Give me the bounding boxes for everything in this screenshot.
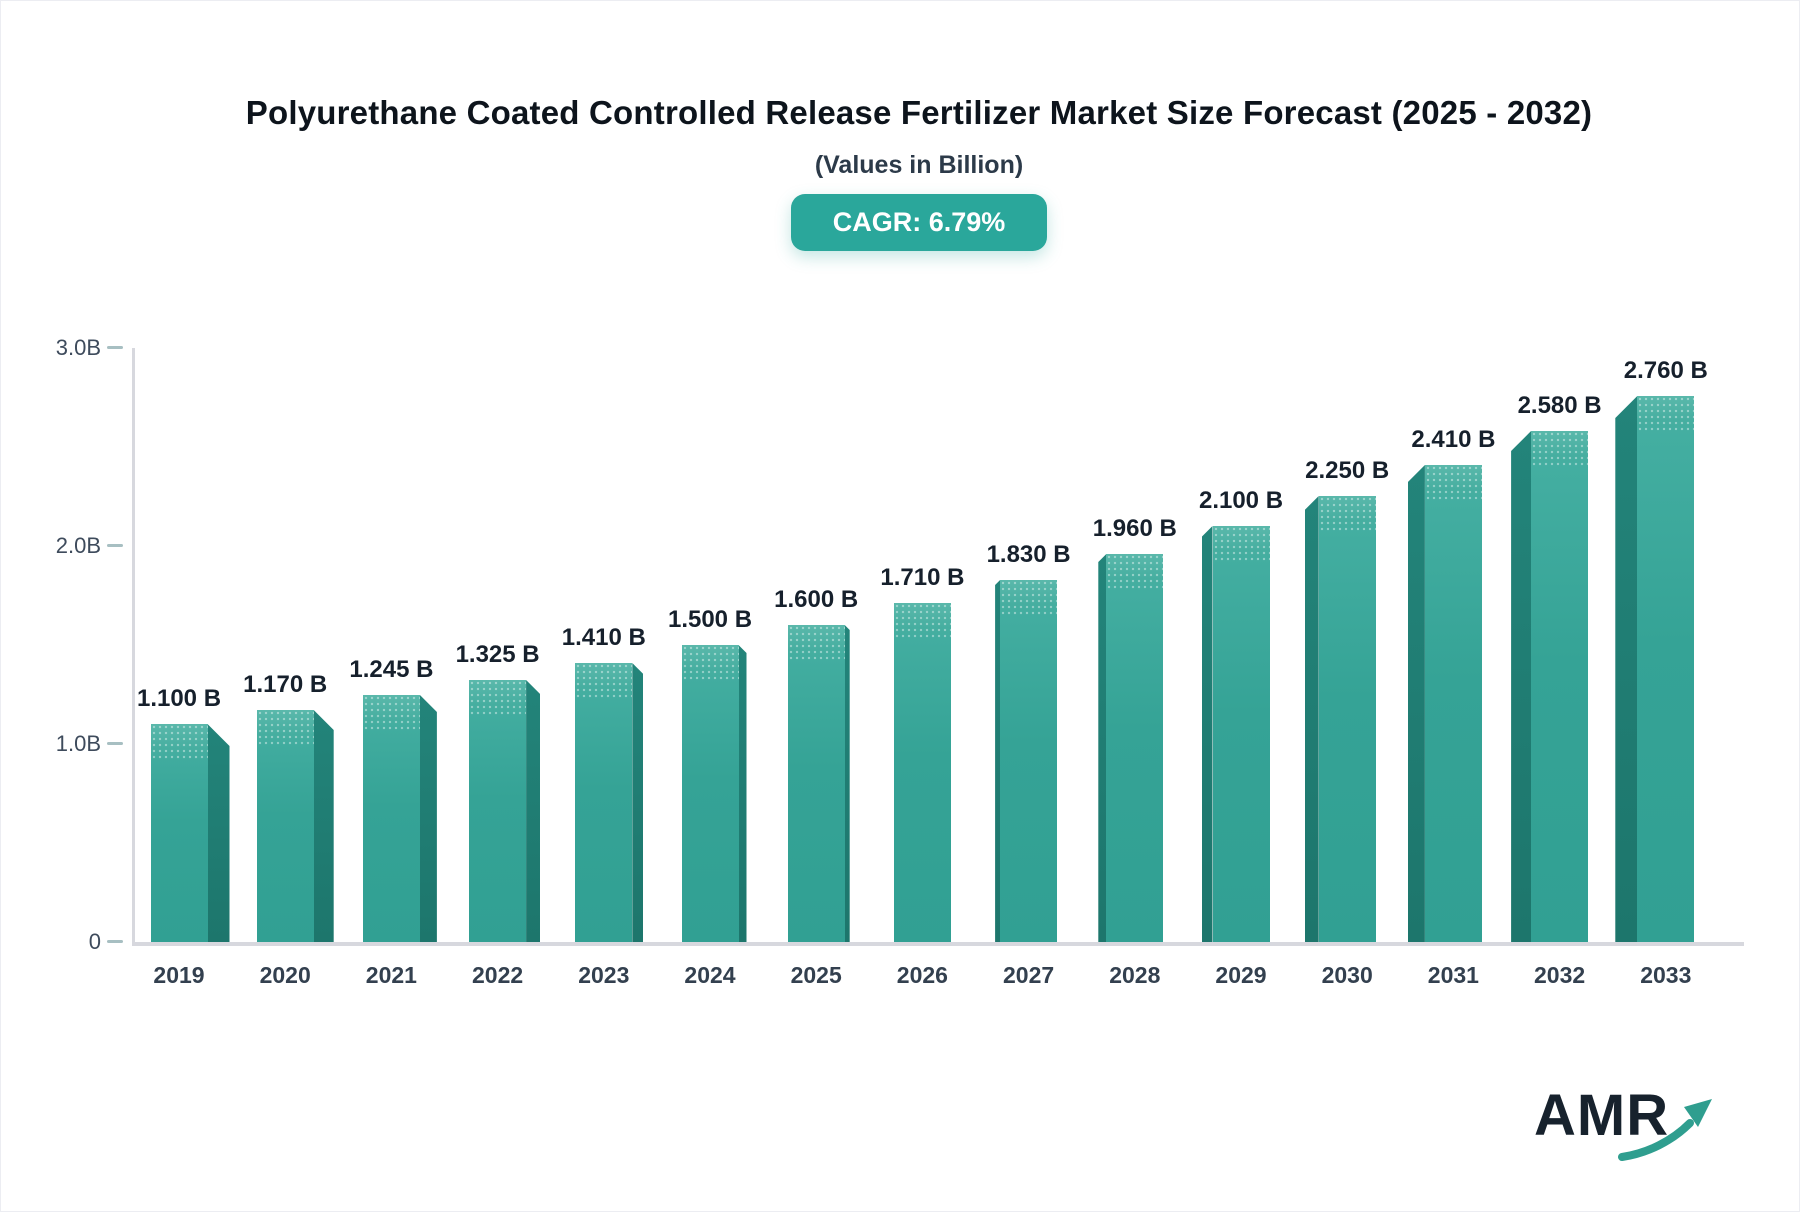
bar-top-texture <box>681 645 739 681</box>
bar-top-texture <box>150 724 208 760</box>
bar-side-face <box>1304 496 1319 942</box>
bar-top-texture <box>1212 526 1270 562</box>
x-axis-category-label: 2021 <box>365 962 417 988</box>
bar-value-label: 1.100 B <box>136 685 222 712</box>
bar <box>1318 496 1376 942</box>
x-axis-category-label: 2019 <box>153 962 205 988</box>
bar-value-label: 1.245 B <box>349 656 434 683</box>
bar-side-face <box>1511 431 1532 942</box>
y-axis-tick-label: 0 <box>88 929 101 954</box>
x-axis-category-label: 2031 <box>1427 962 1479 988</box>
bar-value-label: 1.710 B <box>880 564 965 591</box>
y-axis-tick-mark <box>107 742 123 745</box>
bar-value-label: 1.325 B <box>455 641 540 668</box>
bar <box>1212 526 1270 942</box>
chart-header: Polyurethane Coated Controlled Release F… <box>139 89 1699 251</box>
bar-side-face <box>632 663 644 942</box>
bar-top-texture <box>469 680 527 716</box>
bar-value-label: 2.760 B <box>1623 357 1708 384</box>
bar-side-face <box>1407 465 1425 942</box>
bar <box>575 663 633 942</box>
bar <box>469 680 527 942</box>
bar-value-label: 1.500 B <box>667 606 753 633</box>
bar <box>893 603 951 942</box>
bar <box>1637 396 1695 942</box>
x-axis-category-label: 2032 <box>1534 962 1586 988</box>
y-axis-tick-mark <box>107 346 123 349</box>
bar-side-face <box>526 680 541 942</box>
bar-top-texture <box>1424 465 1482 501</box>
bar-top-texture <box>893 603 951 639</box>
x-axis-category-label: 2025 <box>790 962 842 988</box>
bar <box>681 645 739 942</box>
x-axis-category-label: 2020 <box>259 962 311 988</box>
x-axis-category-label: 2023 <box>578 962 630 988</box>
bar-side-face <box>419 695 437 942</box>
x-axis-category-label: 2027 <box>1003 962 1055 988</box>
x-axis-line <box>132 942 1744 946</box>
bar-top-texture <box>787 625 845 661</box>
bar-top-texture <box>362 695 420 731</box>
growth-arrow-icon <box>1618 1099 1712 1161</box>
x-axis-category-label: 2033 <box>1640 962 1692 988</box>
bar <box>787 625 845 942</box>
bar-value-label: 1.960 B <box>1092 515 1177 542</box>
x-axis-category-label: 2022 <box>472 962 524 988</box>
bar-top-texture <box>1106 554 1164 590</box>
bar-side-face <box>1201 526 1213 942</box>
bar <box>256 710 314 942</box>
bar-top-texture <box>1637 396 1695 432</box>
bar-value-label: 2.250 B <box>1305 457 1390 484</box>
bar-value-label: 2.100 B <box>1198 487 1284 514</box>
amr-logo-text: AMR <box>1534 1083 1670 1148</box>
y-axis-tick-mark <box>107 940 123 943</box>
bar <box>1000 580 1058 942</box>
bar-top-texture <box>1000 580 1058 616</box>
y-axis-tick-label: 1.0B <box>55 731 101 756</box>
y-axis-tick-label: 3.0B <box>55 335 101 360</box>
x-axis-category-label: 2028 <box>1109 962 1161 988</box>
bar <box>1424 465 1482 942</box>
cagr-badge: CAGR: 6.79% <box>790 194 1048 251</box>
bar-value-label: 1.830 B <box>986 541 1071 568</box>
bar-value-label: 1.410 B <box>561 624 646 651</box>
bar-top-texture <box>256 710 314 746</box>
bar-value-label: 1.170 B <box>243 671 328 698</box>
bar-value-label: 2.580 B <box>1517 392 1602 419</box>
bar-side-face <box>207 724 230 942</box>
bar-side-face <box>1098 554 1107 942</box>
bar-side-face <box>844 625 850 942</box>
x-axis-category-label: 2026 <box>896 962 948 988</box>
y-axis-line <box>132 348 135 942</box>
bar-value-label: 1.600 B <box>774 586 859 613</box>
bar <box>150 724 208 942</box>
bar <box>362 695 420 942</box>
chart-title: Polyurethane Coated Controlled Release F… <box>245 94 1593 131</box>
bar-side-face <box>1615 396 1638 942</box>
bar-value-label: 2.410 B <box>1411 426 1496 453</box>
bar-side-face <box>738 645 747 942</box>
bar <box>1531 431 1589 942</box>
bar-side-face <box>313 710 334 942</box>
bar <box>1106 554 1164 942</box>
bar-top-texture <box>1318 496 1376 532</box>
x-axis-category-label: 2024 <box>684 962 736 988</box>
bar-top-texture <box>575 663 633 699</box>
y-axis-tick-mark <box>107 544 123 547</box>
x-axis-category-label: 2030 <box>1321 962 1373 988</box>
chart-subtitle: (Values in Billion) <box>814 151 1024 179</box>
amr-logo: AMR <box>1534 1087 1764 1177</box>
bar-top-texture <box>1531 431 1589 467</box>
x-axis-category-label: 2029 <box>1215 962 1267 988</box>
y-axis-tick-label: 2.0B <box>55 533 101 558</box>
bar-side-face <box>995 580 1001 942</box>
